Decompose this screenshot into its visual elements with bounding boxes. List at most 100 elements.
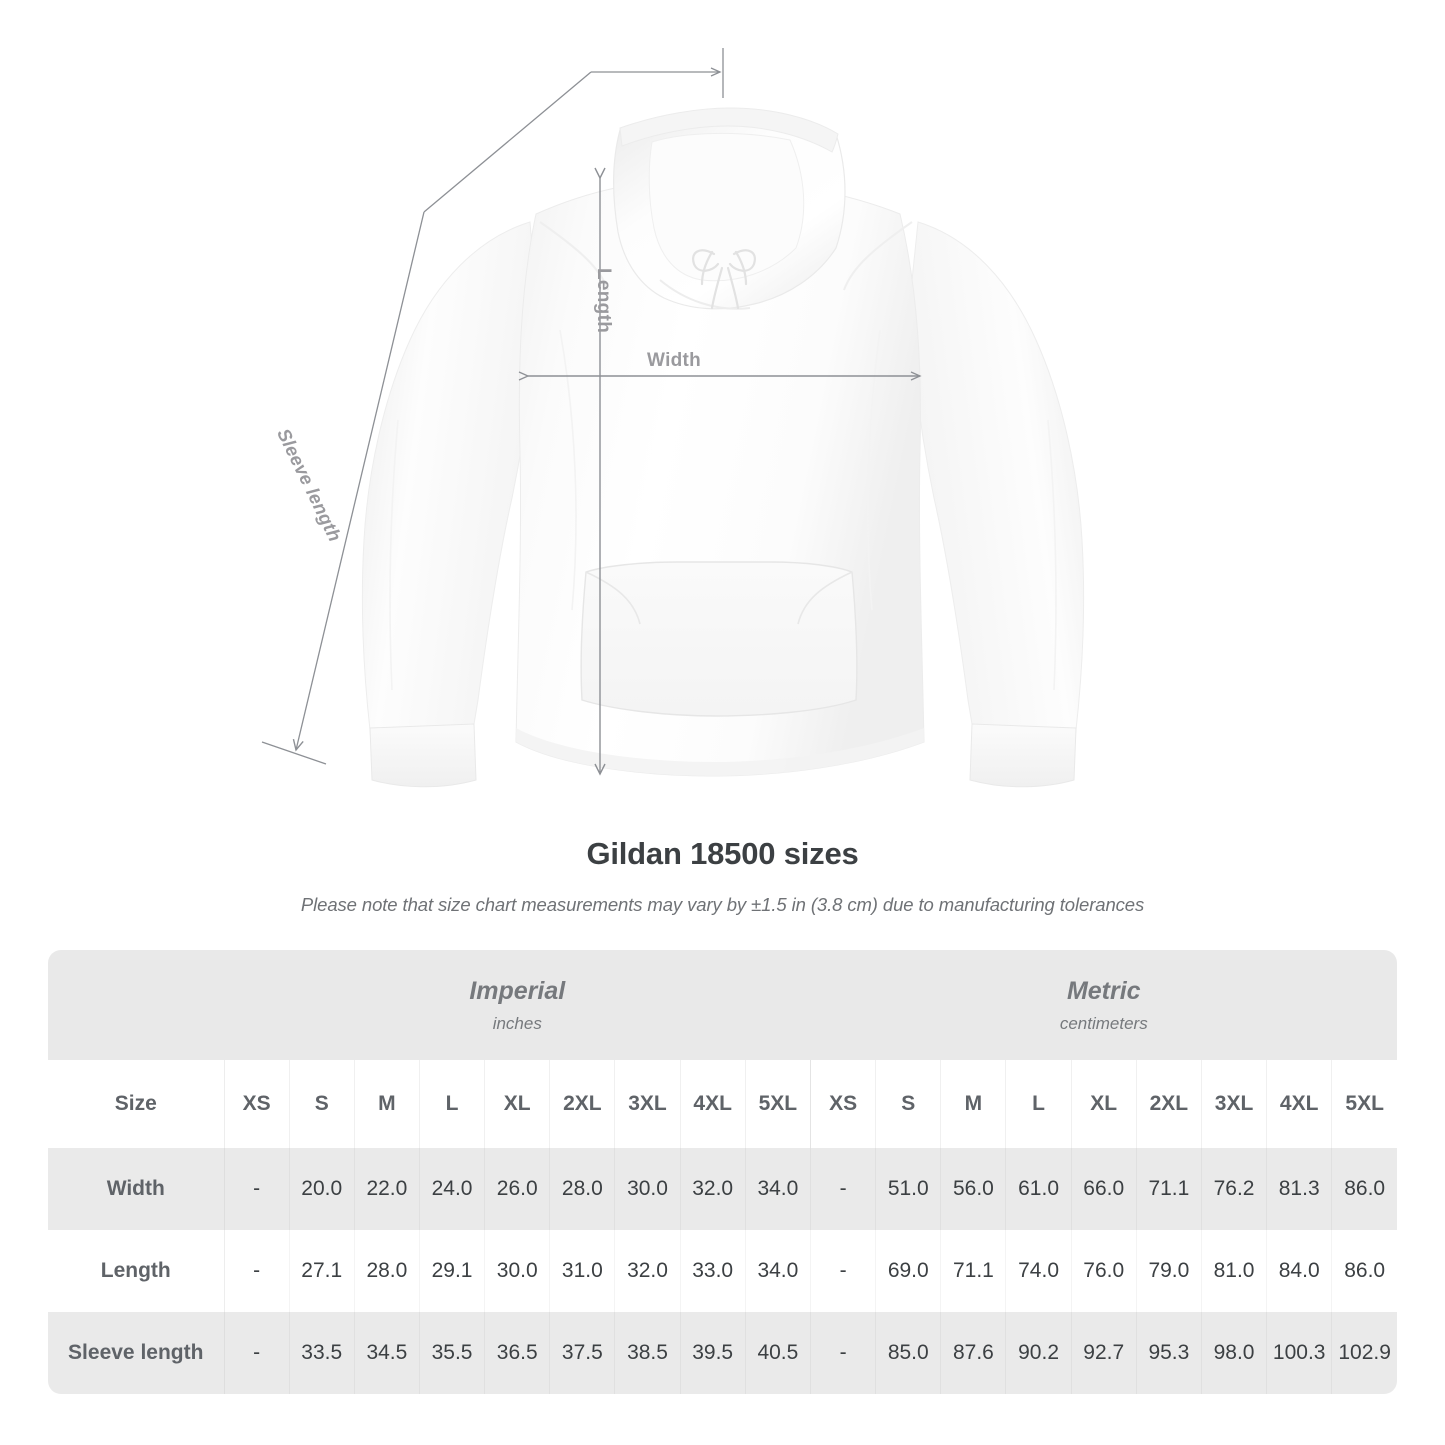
right-shoulder-seam [843,221,913,291]
cell-imperial: 28.0 [549,1148,616,1230]
cell-imperial: 39.5 [680,1312,746,1394]
size-header-row: Size XS S M L XL 2XL 3XL 4XL 5XL XS S M L XL 2XL 3XL 4XL 5… [48,1060,1397,1148]
hood-band [619,107,839,153]
length-label: Length [593,268,614,334]
cell-metric: 84.0 [1266,1230,1333,1312]
table-row: Sleeve length -33.5 34.5 35.5 36.5 37.5 38.5 39… [48,1312,1397,1394]
unit-header-spacer [48,950,224,1060]
size-header-metric-m: M [940,1060,1007,1148]
sleeve-upper-diagonal [423,71,592,213]
cell-imperial: - [224,1148,290,1230]
cell-metric: 100.3 [1266,1312,1333,1394]
size-header-imperial-m: M [354,1060,420,1148]
unit-group-metric: Metric centimeters [810,950,1397,1060]
cell-imperial: 36.5 [484,1312,551,1394]
cell-metric: 79.0 [1136,1230,1202,1312]
cell-metric: 102.9 [1331,1312,1397,1394]
width-label: Width [647,350,702,371]
size-header-imperial-xl: XL [484,1060,551,1148]
cell-imperial: 26.0 [484,1148,551,1230]
cell-metric: 81.0 [1201,1230,1268,1312]
table-row: Width -20.0 22.0 24.0 26.0 28.0 30.0 32.0 34.0-5… [48,1148,1397,1230]
cell-metric: 71.1 [940,1230,1007,1312]
fabric-folds [389,329,1057,691]
cell-imperial: 30.0 [614,1148,681,1230]
unit-group-sub: inches [492,1014,542,1034]
size-header-metric-xl: XL [1071,1060,1137,1148]
hoodie-measurement-diagram: Length Width Sleeve length [261,48,1085,788]
cell-imperial: 24.0 [419,1148,486,1230]
title-block: Gildan 18500 sizes Please note that size… [0,836,1445,916]
right-cuff [969,723,1077,788]
cell-metric: 76.2 [1201,1148,1268,1230]
right-sleeve [909,221,1085,753]
cell-imperial: 28.0 [354,1230,420,1312]
row-header-length: Length [48,1230,225,1312]
hoodie-illustration [361,107,1085,788]
pocket-right-opening [797,571,853,625]
cell-imperial: 34.5 [354,1312,420,1394]
bottom-hem [516,728,924,776]
cell-metric: 56.0 [940,1148,1007,1230]
size-header-metric-xs: XS [810,1060,877,1148]
page-title: Gildan 18500 sizes [586,836,859,871]
cell-metric: 71.1 [1136,1148,1202,1230]
left-cuff [369,723,477,788]
cell-imperial: 33.5 [289,1312,355,1394]
size-header-label: Size [48,1060,225,1148]
cell-metric: 85.0 [875,1312,942,1394]
cell-metric: 66.0 [1071,1148,1137,1230]
unit-group-imperial: Imperial inches [224,950,811,1060]
cell-imperial: - [224,1312,290,1394]
unit-group-sub: centimeters [1059,1014,1148,1034]
cell-metric: 51.0 [875,1148,942,1230]
size-chart-table-container: Imperial inches Metric centimeters Size XS S M L… [48,950,1397,1394]
cell-metric: - [810,1148,877,1230]
tolerance-note: Please note that size chart measurements… [300,894,1145,915]
cell-metric: - [810,1230,877,1312]
size-header-imperial-3xl: 3XL [614,1060,681,1148]
cell-metric: 95.3 [1136,1312,1202,1394]
cell-imperial: 38.5 [614,1312,681,1394]
size-header-metric-4xl: 4XL [1266,1060,1333,1148]
cell-metric: 86.0 [1331,1148,1397,1230]
size-header-imperial-xs: XS [224,1060,290,1148]
sleeve-bottom-tick [261,741,327,765]
kangaroo-pocket [580,561,858,717]
table-row: Length -27.1 28.0 29.1 30.0 31.0 32.0 33.0 34.0-… [48,1230,1397,1312]
unit-header-row: Imperial inches Metric centimeters [48,950,1397,1060]
cell-metric: 81.3 [1266,1148,1333,1230]
cell-imperial: 40.5 [745,1312,812,1394]
cell-metric: 74.0 [1005,1230,1072,1312]
size-header-metric-5xl: 5XL [1331,1060,1397,1148]
row-header-width: Width [48,1148,225,1230]
cell-metric: 87.6 [940,1312,1007,1394]
size-header-imperial-l: L [419,1060,486,1148]
size-header-imperial-2xl: 2XL [549,1060,616,1148]
neckline [659,279,751,310]
cell-imperial: 34.0 [745,1148,812,1230]
cell-imperial: 22.0 [354,1148,420,1230]
size-header-imperial-4xl: 4XL [680,1060,746,1148]
cell-metric: 69.0 [875,1230,942,1312]
cell-imperial: 33.0 [680,1230,746,1312]
cell-metric: 76.0 [1071,1230,1137,1312]
cell-imperial: 32.0 [614,1230,681,1312]
size-header-metric-3xl: 3XL [1201,1060,1268,1148]
cell-imperial: 32.0 [680,1148,746,1230]
unit-group-name: Imperial [469,976,566,1005]
cell-metric: 86.0 [1331,1230,1397,1312]
cell-imperial: 31.0 [549,1230,616,1312]
row-header-sleeve-length: Sleeve length [48,1312,225,1394]
size-chart-table: Imperial inches Metric centimeters Size XS S M L… [48,950,1397,1394]
cell-imperial: 35.5 [419,1312,486,1394]
hood-inner [648,132,805,282]
sleeve-length-arrow [292,211,425,752]
left-sleeve [361,221,537,753]
cell-imperial: 30.0 [484,1230,551,1312]
cell-metric: 98.0 [1201,1312,1268,1394]
cell-imperial: 37.5 [549,1312,616,1394]
size-header-imperial-s: S [289,1060,355,1148]
cell-imperial: 29.1 [419,1230,486,1312]
size-header-metric-2xl: 2XL [1136,1060,1202,1148]
